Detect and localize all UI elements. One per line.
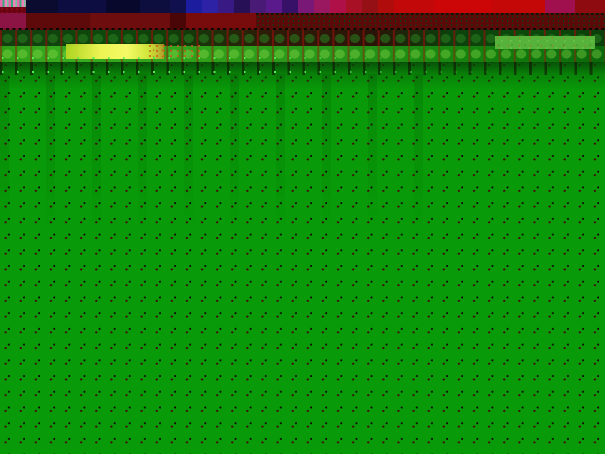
dark-red-block: [26, 13, 90, 30]
navy-block: [58, 0, 106, 13]
dark-red-block: [362, 0, 378, 13]
glitch-band-dark-tiles: [0, 30, 605, 46]
glitch-band-red: [0, 13, 605, 30]
magenta-block: [314, 0, 330, 13]
corner-glitch-dots: [0, 7, 26, 13]
violet-block: [266, 0, 282, 13]
crimson-block: [330, 0, 346, 13]
blue-violet-block: [202, 0, 218, 13]
blue-block: [186, 0, 202, 13]
dark-violet-block: [282, 0, 298, 13]
navy-block: [26, 0, 58, 13]
red-block: [378, 0, 394, 13]
darker-red-block: [170, 13, 186, 30]
crimson-corner-block: [0, 13, 26, 30]
green-playfield: [0, 62, 605, 454]
navy-block: [170, 0, 186, 13]
dotted-red-block: [256, 13, 605, 30]
field-shadow-smudges: [0, 74, 436, 234]
dark-red-block: [186, 13, 256, 30]
light-green-glitch-patch: [495, 36, 595, 49]
violet-block: [250, 0, 266, 13]
navy-block: [140, 0, 170, 13]
spark-dot-row-lower: [2, 71, 522, 73]
dark-red-block: [575, 0, 605, 13]
top-block-row: [26, 0, 605, 13]
red-block: [346, 0, 362, 13]
bright-red-block: [434, 0, 492, 13]
corner-glitch-stripes: [0, 0, 26, 7]
magenta-violet-block: [298, 0, 314, 13]
dark-violet-block: [234, 0, 250, 13]
red-block: [492, 0, 545, 13]
spark-dot-row-upper: [2, 57, 447, 59]
corner-glitch-block: [0, 0, 26, 13]
violet-block: [218, 0, 234, 13]
dashed-separator-upper: [0, 28, 605, 31]
yellow-glitch-streak: [66, 44, 164, 59]
glitch-band-top: [0, 0, 605, 13]
orange-speckle-patch: [148, 44, 200, 57]
red-block: [394, 0, 434, 13]
navy-block: [106, 0, 140, 13]
magenta-block: [545, 0, 575, 13]
dark-red-block: [90, 13, 170, 30]
